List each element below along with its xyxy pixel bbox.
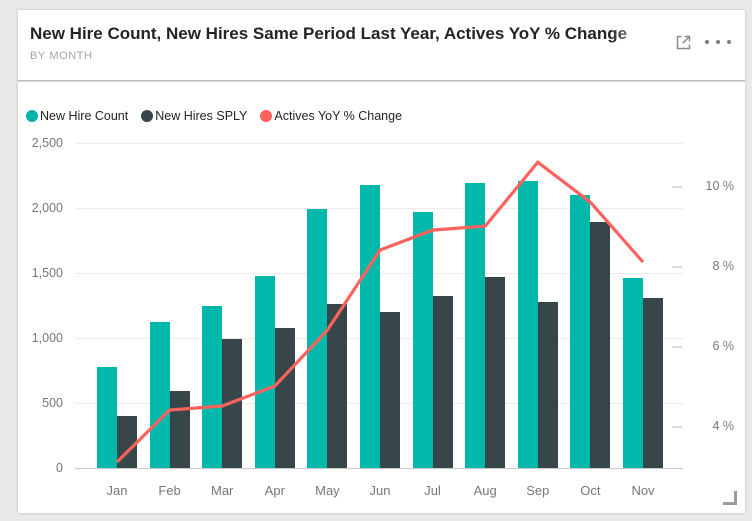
- legend-dot-icon: [26, 110, 38, 122]
- right-axis-tick-label: 6 %: [712, 339, 734, 354]
- x-axis-label-may: May: [315, 483, 340, 498]
- left-axis-tick-label: 1,000: [31, 331, 63, 345]
- bar-new-hire-count-jul[interactable]: [412, 211, 433, 468]
- bar-new-hires-sply-apr[interactable]: [274, 327, 295, 468]
- left-axis-tick-label: 500: [42, 396, 63, 410]
- bar-new-hire-count-apr[interactable]: [254, 275, 275, 468]
- bar-new-hires-sply-jun[interactable]: [380, 312, 400, 468]
- x-axis-label-jul: Jul: [424, 483, 441, 498]
- right-axis-tick-label: 10 %: [705, 179, 735, 194]
- x-axis-label-oct: Oct: [580, 483, 601, 498]
- left-axis-tick-label: 1,500: [31, 266, 63, 280]
- right-axis-tick-label: 4 %: [712, 419, 734, 434]
- right-axis-tick-mark: [672, 266, 682, 269]
- legend-label: Actives YoY % Change: [274, 109, 403, 123]
- right-axis-tick-label: 8 %: [712, 259, 734, 274]
- visual-subtitle: BY MONTH: [30, 50, 93, 62]
- plot-area: [75, 143, 683, 468]
- bar-new-hire-count-sep[interactable]: [517, 180, 538, 468]
- legend-label: New Hire Count: [40, 109, 129, 123]
- legend-label: New Hires SPLY: [155, 109, 248, 123]
- more-options-icon[interactable]: [705, 36, 731, 48]
- legend-dot-icon: [141, 110, 154, 122]
- x-axis-label-jun: Jun: [369, 483, 391, 498]
- right-axis-tick-mark: [672, 186, 682, 189]
- bar-new-hires-sply-mar[interactable]: [222, 339, 243, 468]
- x-axis-label-jan: Jan: [106, 483, 128, 498]
- bar-new-hire-count-oct[interactable]: [570, 195, 591, 468]
- bar-new-hires-sply-oct[interactable]: [590, 222, 611, 468]
- bar-new-hires-sply-nov[interactable]: [643, 297, 663, 468]
- bar-new-hire-count-feb[interactable]: [149, 322, 170, 468]
- gridline: [75, 143, 683, 144]
- bar-new-hire-count-jun[interactable]: [360, 184, 380, 468]
- legend-item-actives-yoy-change[interactable]: Actives YoY % Change: [260, 109, 402, 123]
- legend: New Hire Count New Hires SPLY Actives YoY …: [26, 107, 402, 125]
- bar-new-hire-count-may[interactable]: [307, 209, 328, 468]
- resize-handle-icon[interactable]: [723, 491, 737, 505]
- bar-new-hire-count-mar[interactable]: [202, 305, 223, 468]
- bar-new-hire-count-aug[interactable]: [465, 183, 486, 468]
- left-axis-tick-label: 2,000: [31, 201, 63, 215]
- bar-new-hires-sply-feb[interactable]: [169, 391, 190, 468]
- right-axis-tick-mark: [672, 346, 682, 349]
- bar-new-hires-sply-may[interactable]: [327, 304, 348, 468]
- bar-new-hires-sply-sep[interactable]: [537, 301, 558, 468]
- x-axis-label-apr: Apr: [264, 483, 285, 498]
- legend-item-new-hires-sply[interactable]: New Hires SPLY: [141, 109, 247, 123]
- left-axis-tick-label: 2,500: [31, 136, 63, 150]
- visual-card: New Hire Count, New Hires Same Period La…: [18, 10, 745, 513]
- bar-new-hires-sply-jan[interactable]: [117, 416, 137, 468]
- bar-new-hire-count-jan[interactable]: [97, 366, 117, 468]
- x-axis-line: [75, 468, 683, 469]
- visual-title: New Hire Count, New Hires Same Period La…: [30, 24, 628, 43]
- legend-dot-icon: [260, 110, 273, 122]
- right-axis-tick-mark: [672, 426, 682, 429]
- focus-mode-icon[interactable]: [673, 32, 693, 52]
- x-axis-label-sep: Sep: [526, 483, 550, 498]
- legend-item-new-hire-count[interactable]: New Hire Count: [26, 109, 128, 123]
- visual-header-actions: [673, 32, 731, 52]
- bar-new-hires-sply-jul[interactable]: [432, 296, 453, 468]
- x-axis-label-nov: Nov: [631, 483, 655, 498]
- x-axis-label-mar: Mar: [210, 483, 234, 498]
- x-axis-label-aug: Aug: [473, 483, 497, 498]
- x-axis-label-feb: Feb: [158, 483, 181, 498]
- bar-new-hire-count-nov[interactable]: [623, 278, 643, 468]
- left-axis-tick-label: 0: [56, 461, 63, 475]
- header-divider: [18, 80, 745, 82]
- bar-new-hires-sply-aug[interactable]: [485, 276, 506, 468]
